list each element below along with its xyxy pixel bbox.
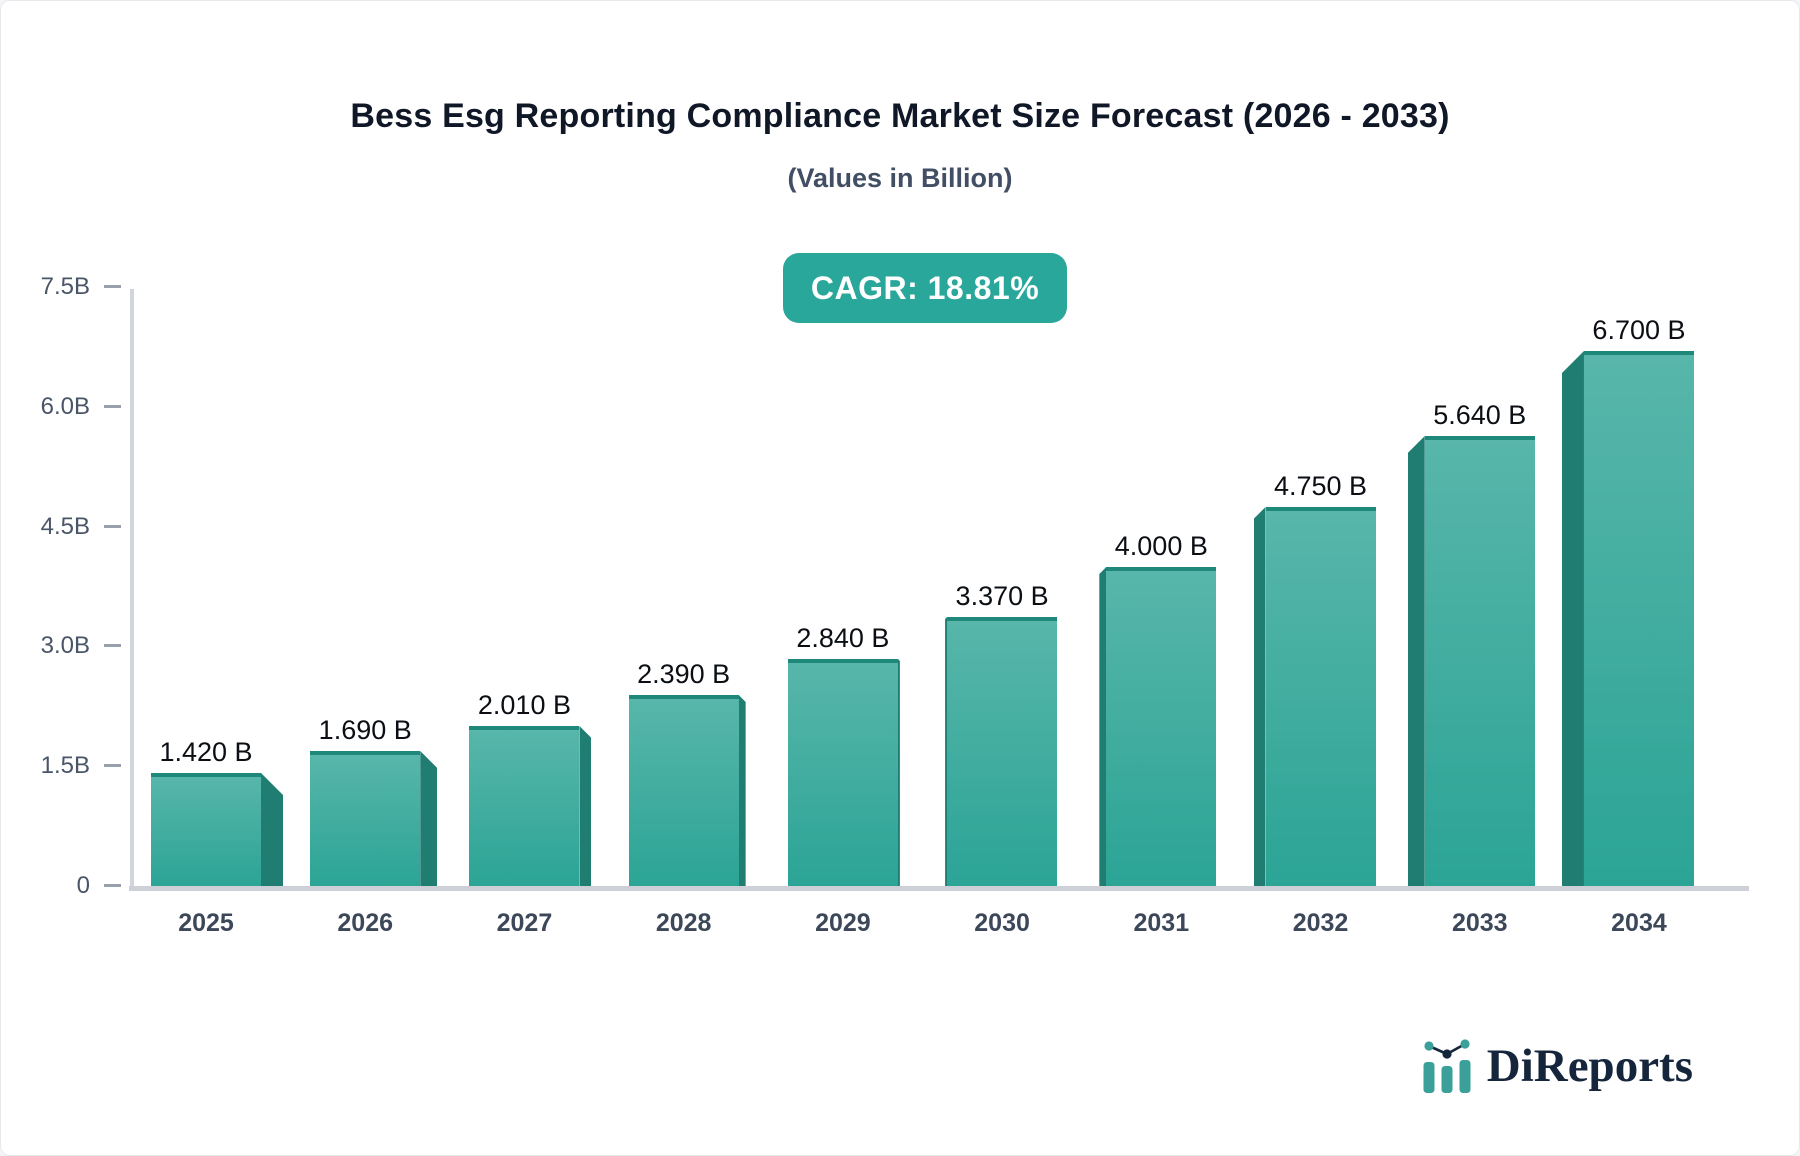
- bar-side-face: [945, 617, 948, 886]
- bar-2026: [310, 751, 421, 886]
- bar-value-label: 1.690 B: [318, 715, 412, 745]
- bar-2030: [947, 617, 1058, 886]
- x-axis-label: 2028: [655, 909, 712, 937]
- bar-2034: [1583, 351, 1694, 886]
- bar-side-face: [261, 773, 283, 886]
- bar-2027: [469, 726, 580, 886]
- y-tick-mark: [104, 884, 121, 887]
- y-tick-mark: [104, 764, 121, 768]
- brand-logo-icon: [1423, 1039, 1471, 1093]
- bar-value-label: 6.700 B: [1592, 315, 1686, 345]
- y-tick-mark: [104, 404, 121, 408]
- chart-title: Bess Esg Reporting Compliance Market Siz…: [350, 97, 1450, 135]
- bar-value-label: 3.370 B: [955, 581, 1049, 611]
- y-tick-label: 4.5B: [40, 512, 90, 540]
- y-axis-line: [130, 289, 134, 888]
- y-tick-label: 7.5B: [40, 273, 90, 301]
- bar-side-face: [1561, 351, 1584, 886]
- x-axis-label: 2026: [337, 909, 394, 937]
- bar-side-face: [579, 726, 592, 886]
- x-axis-label: 2032: [1292, 909, 1349, 937]
- x-axis-line: [129, 886, 1749, 891]
- chart-subtitle: (Values in Billion): [787, 163, 1013, 193]
- bar-side-face: [420, 751, 438, 886]
- bar-side-face: [1407, 436, 1425, 886]
- bar-value-label: 5.640 B: [1433, 400, 1527, 430]
- y-tick-label: 0: [76, 872, 90, 899]
- x-axis-label: 2031: [1133, 909, 1190, 937]
- bar-2032: [1265, 507, 1376, 886]
- brand-logo-text: DiReports: [1486, 1040, 1693, 1092]
- bar-value-label: 2.840 B: [796, 623, 890, 653]
- bar-2028: [628, 695, 739, 886]
- bar-side-face: [897, 659, 900, 886]
- y-tick-mark: [104, 285, 121, 289]
- bar-value-label: 2.010 B: [477, 690, 571, 720]
- y-tick-label: 3.0B: [40, 632, 90, 660]
- bar-value-label: 4.750 B: [1273, 471, 1368, 501]
- y-tick-label: 1.5B: [40, 752, 90, 780]
- bar-side-face: [1099, 567, 1107, 886]
- bar-side-face: [738, 695, 746, 886]
- bar-side-face: [1253, 507, 1266, 886]
- bar-2029: [787, 659, 898, 886]
- y-tick-mark: [104, 644, 121, 648]
- y-tick-mark: [104, 524, 121, 528]
- brand-logo: DiReports: [1420, 1035, 1693, 1097]
- x-axis-label: 2025: [178, 909, 234, 937]
- y-tick-label: 6.0B: [40, 392, 90, 420]
- x-axis-label: 2030: [974, 909, 1030, 937]
- x-axis-label: 2034: [1611, 909, 1667, 937]
- bar-value-label: 4.000 B: [1114, 531, 1208, 561]
- bar-2031: [1106, 567, 1217, 886]
- x-axis-label: 2033: [1451, 909, 1508, 937]
- x-axis-label: 2027: [496, 909, 553, 937]
- x-axis-label: 2029: [815, 909, 871, 937]
- bar-2025: [151, 773, 261, 886]
- cagr-badge-label: CAGR: 18.81%: [810, 269, 1040, 306]
- bar-value-label: 2.390 B: [637, 659, 731, 689]
- bar-2033: [1424, 436, 1535, 886]
- bar-value-label: 1.420 B: [159, 737, 253, 767]
- cagr-badge: CAGR: 18.81%: [783, 253, 1067, 323]
